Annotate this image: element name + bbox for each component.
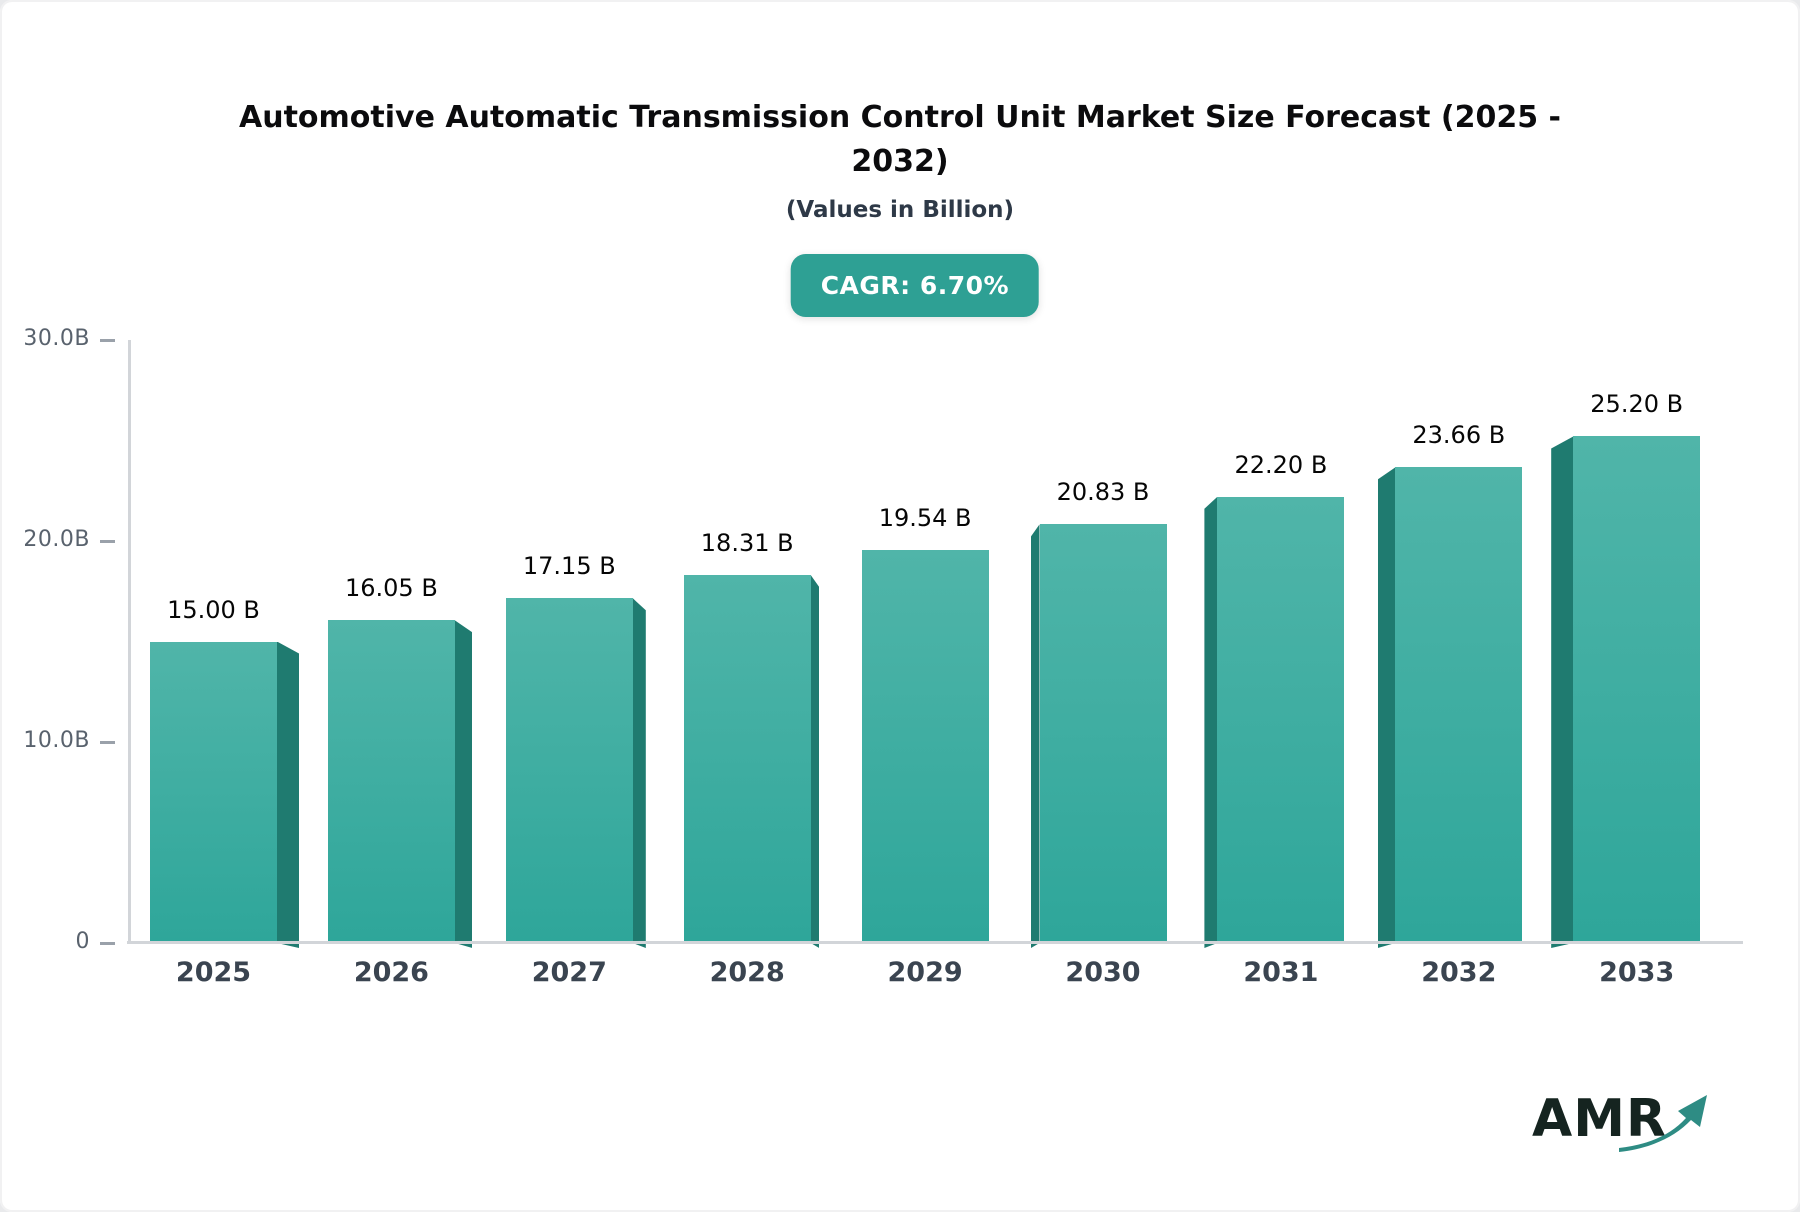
bar-value-label: 16.05 B — [344, 574, 438, 603]
y-axis-tick — [100, 941, 115, 945]
bar-3d-side — [1031, 524, 1040, 948]
bar-3d-side — [1377, 467, 1396, 948]
chart-title: Automotive Automatic Transmission Contro… — [0, 96, 1800, 184]
bar-3d-side — [277, 641, 299, 948]
y-axis-tick-label: 0 — [75, 929, 90, 954]
bar-2028[interactable] — [683, 574, 811, 943]
bar-value-label: 17.15 B — [522, 552, 616, 581]
x-axis-label: 2032 — [1421, 957, 1497, 988]
bar-2025[interactable] — [150, 641, 277, 943]
bar-value-label: 25.20 B — [1590, 390, 1684, 419]
bar-3d-side — [1204, 496, 1218, 949]
x-axis-label: 2033 — [1599, 957, 1675, 988]
x-axis-label: 2028 — [709, 957, 785, 988]
bar-value-label: 20.83 B — [1056, 478, 1150, 507]
y-axis-line — [128, 340, 131, 943]
growth-arrow-icon — [1619, 1095, 1707, 1152]
x-axis-line — [127, 941, 1743, 944]
bar-value-label: 18.31 B — [700, 528, 794, 557]
bar-value-label: 22.20 B — [1234, 450, 1328, 479]
y-axis-tick-label: 10.0B — [23, 728, 90, 753]
bar-2031[interactable] — [1217, 496, 1345, 943]
y-axis-tick-label: 30.0B — [23, 326, 90, 351]
chart-subtitle: (Values in Billion) — [785, 197, 1015, 223]
bar-value-label: 15.00 B — [167, 595, 260, 624]
chart-title-line2: 2032) — [851, 144, 949, 179]
amr-logo-text: AMR — [1532, 1089, 1668, 1149]
y-axis-tick — [100, 338, 115, 342]
bar-2033[interactable] — [1573, 436, 1701, 943]
bar-3d-side — [454, 620, 473, 948]
cagr-badge: CAGR: 6.70% — [790, 254, 1040, 317]
amr-logo: AMR — [1532, 1088, 1712, 1160]
bar-value-label: 23.66 B — [1412, 421, 1506, 450]
x-axis-label: 2030 — [1065, 957, 1141, 988]
x-axis-label: 2031 — [1243, 957, 1319, 988]
y-axis-tick — [100, 539, 115, 543]
chart-title-line1: Automotive Automatic Transmission Contro… — [239, 100, 1561, 135]
x-axis-label: 2029 — [887, 957, 963, 988]
y-axis-tick — [100, 740, 115, 744]
x-axis-label: 2025 — [175, 957, 252, 988]
bar-value-label: 19.54 B — [878, 504, 972, 533]
bar-2032[interactable] — [1395, 467, 1523, 943]
y-axis-tick-label: 20.0B — [23, 527, 90, 552]
bar-2026[interactable] — [327, 620, 455, 943]
bar-2030[interactable] — [1039, 524, 1167, 943]
bar-3d-side — [810, 574, 820, 949]
bar-3d-side — [632, 598, 646, 948]
bar-2027[interactable] — [505, 598, 633, 943]
x-axis-label: 2027 — [531, 957, 607, 988]
x-axis-label: 2026 — [353, 957, 429, 988]
bar-2029[interactable] — [861, 550, 989, 943]
bar-3d-side — [1551, 436, 1574, 948]
